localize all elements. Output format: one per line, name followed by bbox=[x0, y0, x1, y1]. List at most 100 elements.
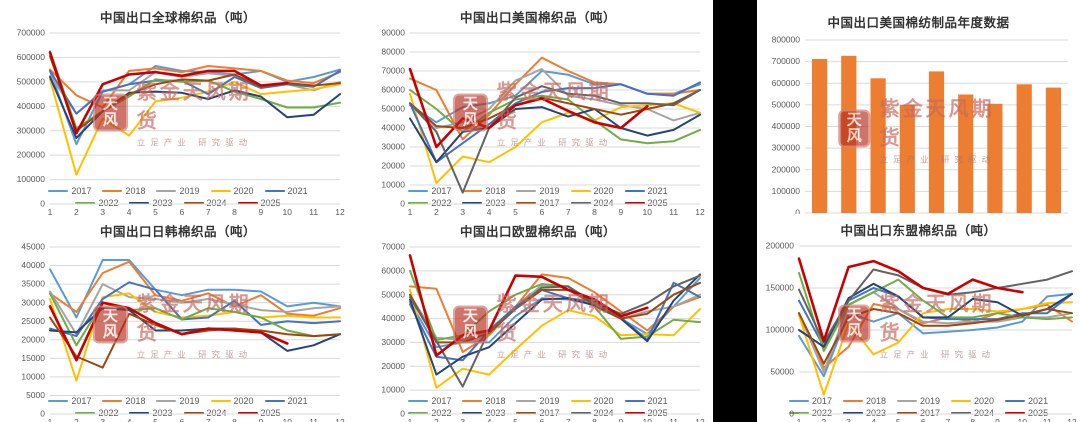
x-tick-label: 12 bbox=[335, 207, 345, 217]
legend-swatch bbox=[75, 201, 96, 205]
y-tick-label: 700000 bbox=[772, 56, 801, 66]
legend-swatch bbox=[408, 201, 429, 205]
legend-swatch bbox=[408, 399, 429, 403]
y-tick-label: 30000 bbox=[381, 337, 405, 347]
legend-swatch bbox=[516, 411, 537, 415]
series-line-2024 bbox=[409, 85, 701, 194]
legend-swatch bbox=[408, 189, 429, 193]
y-tick-label: 50000 bbox=[381, 104, 405, 114]
legend-item-2017: 2017 bbox=[788, 396, 832, 406]
x-tick-label: 8 bbox=[592, 417, 597, 422]
plot-area: 0 100000 200000 300000 400000 500000 600000 700… bbox=[757, 32, 1080, 227]
y-tick-label: 100000 bbox=[766, 325, 795, 335]
legend-label: 2017 bbox=[539, 198, 560, 208]
legend-item-2017: 2017 bbox=[408, 186, 451, 196]
legend-label: 2017 bbox=[71, 396, 92, 406]
x-tick-label: 5 bbox=[513, 417, 518, 422]
legend-swatch bbox=[462, 411, 483, 415]
legend-row-2: 2022 2023 2024 2025 bbox=[75, 198, 281, 208]
series-line-2017 bbox=[49, 65, 341, 146]
series-line-2017 bbox=[49, 259, 341, 319]
legend-item-2021: 2021 bbox=[1005, 396, 1048, 406]
y-tick-label: 300000 bbox=[772, 143, 801, 153]
series-line-2025 bbox=[48, 301, 289, 362]
y-tick-label: 600000 bbox=[772, 78, 801, 88]
legend-row-2: 2022 2023 2017 2024 2025 bbox=[408, 408, 668, 418]
series-line-2023 bbox=[409, 273, 701, 376]
legend-label: 2022 bbox=[98, 198, 119, 208]
x-tick-label: 10 bbox=[643, 207, 653, 217]
x-tick-label: 2 bbox=[74, 417, 79, 422]
legend-item-2020: 2020 bbox=[951, 396, 994, 406]
bar-2017 bbox=[812, 59, 828, 213]
legend-row-1: 2017 2018 2019 2020 2021 bbox=[408, 186, 668, 196]
x-tick-label: 11 bbox=[309, 417, 318, 422]
legend-swatch bbox=[462, 399, 483, 403]
legend-item-2018: 2018 bbox=[462, 186, 505, 196]
legend-item-2023: 2023 bbox=[129, 408, 173, 418]
legend-label: 2022 bbox=[811, 408, 832, 418]
legend-item-2019: 2019 bbox=[156, 396, 200, 406]
series-line-2025 bbox=[48, 51, 289, 135]
y-tick-label: 20000 bbox=[381, 361, 405, 371]
legend-label: 2022 bbox=[431, 408, 452, 418]
x-tick-label: 4 bbox=[487, 207, 492, 217]
legend-label: 2025 bbox=[647, 408, 668, 418]
legend-item-2025: 2025 bbox=[624, 408, 668, 418]
legend-label: 2019 bbox=[179, 186, 200, 196]
y-tick-label: 0 bbox=[789, 409, 794, 419]
legend-swatch bbox=[896, 411, 917, 415]
legend-item-2020: 2020 bbox=[210, 186, 254, 196]
legend-item-2021: 2021 bbox=[264, 396, 308, 406]
legend-swatch bbox=[624, 411, 645, 415]
legend-label: 2021 bbox=[287, 186, 308, 196]
legend-item-2018: 2018 bbox=[842, 396, 886, 406]
x-tick-label: 6 bbox=[539, 207, 544, 217]
legend-label: 2018 bbox=[865, 396, 886, 406]
x-tick-label: 7 bbox=[566, 417, 571, 422]
legend-label: 2017 bbox=[919, 408, 941, 418]
legend-label: 2024 bbox=[593, 198, 614, 208]
chart-title: 中国出口东盟棉织品（吨） bbox=[840, 224, 997, 238]
y-tick-label: 40000 bbox=[381, 123, 405, 133]
y-tick-label: 10000 bbox=[381, 385, 405, 395]
y-tick-label: 40000 bbox=[21, 260, 45, 270]
legend-label: 2020 bbox=[233, 396, 254, 406]
chart-title: 中国出口欧盟棉织品（吨） bbox=[459, 225, 616, 239]
legend-swatch bbox=[570, 201, 591, 205]
y-tick-label: 30000 bbox=[21, 297, 45, 307]
series-line-2020 bbox=[49, 292, 341, 382]
x-tick-label: 10 bbox=[643, 417, 653, 422]
y-tick-label: 35000 bbox=[21, 279, 45, 289]
y-tick-label: 5000 bbox=[26, 390, 45, 400]
y-tick-label: 400000 bbox=[17, 101, 46, 111]
legend-item-2023: 2023 bbox=[129, 198, 173, 208]
legend-item-2024: 2024 bbox=[183, 198, 227, 208]
legend-label: 2023 bbox=[152, 198, 173, 208]
legend-label: 2025 bbox=[647, 198, 668, 208]
legend-label: 2018 bbox=[125, 396, 146, 406]
legend-item-2022: 2022 bbox=[408, 408, 451, 418]
y-tick-label: 400000 bbox=[772, 121, 801, 131]
line-chart-usa_monthly: 中国出口美国棉织品（吨） 0 10000 20000 30000 40000 50000 6… bbox=[368, 4, 708, 217]
legend-swatch bbox=[408, 411, 429, 415]
x-tick-label: 1 bbox=[408, 207, 413, 217]
x-tick-label: 9 bbox=[619, 417, 624, 422]
legend-swatch bbox=[210, 189, 231, 193]
y-tick-label: 200000 bbox=[772, 164, 801, 174]
legend-label: 2023 bbox=[865, 408, 886, 418]
y-tick-label: 100000 bbox=[17, 174, 46, 184]
y-tick-label: 500000 bbox=[772, 99, 801, 109]
x-tick-label: 10 bbox=[283, 417, 293, 422]
bar-2023 bbox=[987, 103, 1003, 213]
series-line-2024 bbox=[409, 274, 701, 388]
legend-label: 2021 bbox=[647, 186, 668, 196]
x-tick-label: 5 bbox=[153, 207, 158, 217]
legend-label: 2019 bbox=[539, 396, 560, 406]
plot-area: 0 5000 10000 15000 20000 25000 30000 35000 40000… bbox=[8, 241, 348, 422]
legend-swatch bbox=[156, 189, 177, 193]
x-tick-label: 11 bbox=[669, 417, 678, 422]
x-tick-label: 12 bbox=[1067, 417, 1077, 422]
series-line-2018 bbox=[49, 260, 341, 317]
y-tick-label: 300000 bbox=[17, 125, 46, 135]
